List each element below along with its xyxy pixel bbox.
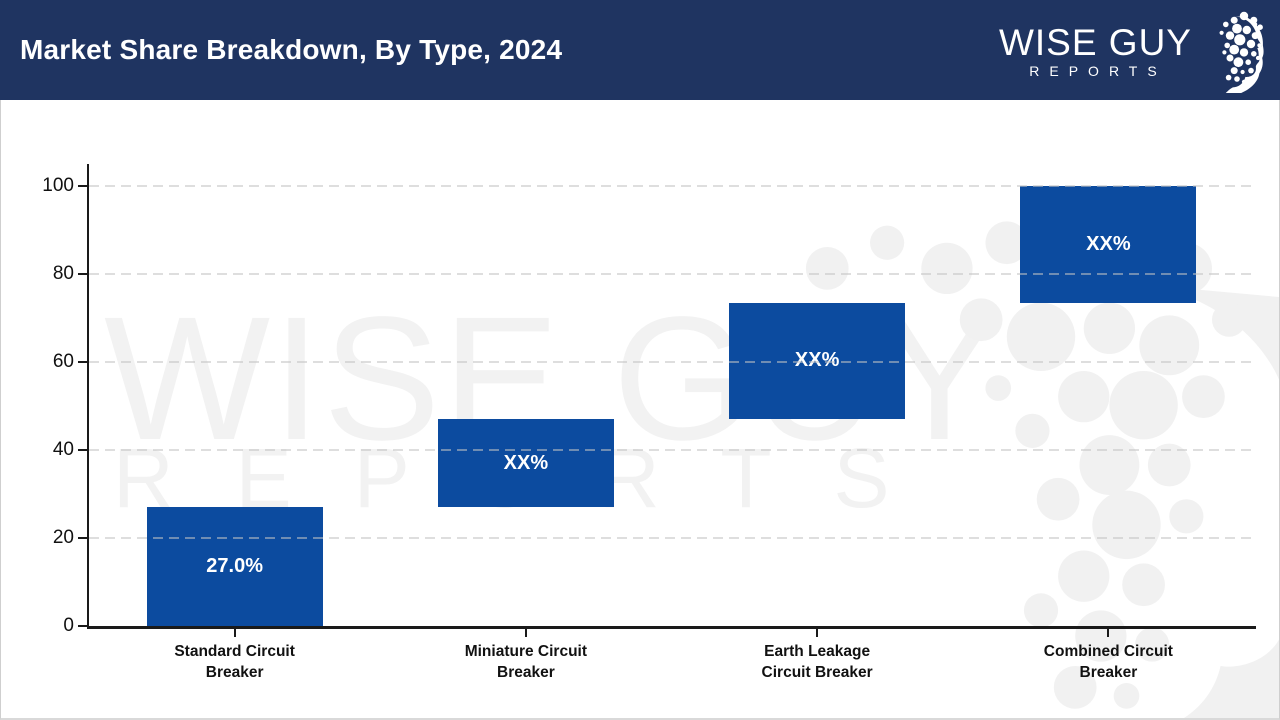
- x-category-label: Combined Circuit Breaker: [978, 642, 1238, 684]
- x-category-label-line: Circuit Breaker: [761, 663, 873, 681]
- gridline: [89, 273, 1254, 275]
- bar-segment: XX%: [1020, 186, 1197, 303]
- logo-text: WISE GUY REPORTS: [999, 24, 1192, 78]
- y-tick-mark: [78, 449, 87, 451]
- y-tick-mark: [78, 273, 87, 275]
- x-axis-line: [87, 626, 1256, 629]
- y-tick-mark: [78, 625, 87, 627]
- bar-segment: XX%: [437, 419, 614, 508]
- header: Market Share Breakdown, By Type, 2024 WI…: [0, 0, 1280, 100]
- y-tick-mark: [78, 185, 87, 187]
- y-tick-label: 40: [52, 439, 74, 460]
- gridline: [89, 361, 1254, 363]
- x-category-label: Earth Leakage Circuit Breaker: [687, 642, 947, 684]
- x-tick-mark: [816, 629, 819, 637]
- bar-segment: XX%: [729, 302, 906, 420]
- y-tick-label: 0: [63, 615, 74, 636]
- x-tick-mark: [1107, 629, 1110, 637]
- wiseguy-logo: WISE GUY REPORTS: [999, 6, 1266, 96]
- y-tick-label: 20: [52, 527, 74, 548]
- wiseguy-head-icon: [1219, 11, 1264, 93]
- gridline: [89, 449, 1254, 451]
- logo-subtitle: REPORTS: [1029, 63, 1167, 79]
- x-category-label-line: Breaker: [497, 663, 555, 681]
- bar-value-label: XX%: [1086, 232, 1131, 255]
- y-tick-label: 60: [52, 351, 74, 372]
- gridline: [89, 537, 1254, 539]
- y-tick-mark: [78, 537, 87, 539]
- y-tick-label: 100: [42, 175, 74, 196]
- gridline: [89, 185, 1254, 187]
- y-tick-label: 80: [52, 263, 74, 284]
- x-category-label-line: Combined Circuit: [1043, 643, 1173, 660]
- bar-value-label: XX%: [794, 349, 840, 372]
- y-tick-mark: [78, 361, 87, 363]
- bar-segment: 27.0%: [146, 507, 323, 626]
- chart-card: WISE GUY REPORTS 02040608010027.0%Standa…: [0, 100, 1280, 720]
- x-category-label: Miniature Circuit Breaker: [396, 642, 656, 684]
- bar-value-label: XX%: [503, 451, 549, 474]
- x-tick-mark: [524, 629, 527, 637]
- page-title: Market Share Breakdown, By Type, 2024: [20, 34, 563, 65]
- x-category-label-line: Earth Leakage: [764, 643, 871, 660]
- bar-value-label: 27.0%: [206, 555, 263, 578]
- x-tick-mark: [233, 629, 236, 637]
- x-category-label-line: Standard Circuit: [174, 643, 295, 660]
- x-category-label: Standard Circuit Breaker: [105, 642, 365, 684]
- x-category-label-line: Miniature Circuit: [464, 643, 588, 660]
- logo-brand: WISE GUY: [998, 22, 1192, 63]
- y-axis-line: [87, 164, 89, 629]
- x-category-label-line: Breaker: [1079, 663, 1138, 681]
- x-category-label-line: Breaker: [205, 663, 264, 681]
- waterfall-chart: 0 20 40 60 80 100 27.0% Standard Circuit Breaker…: [1, 100, 1279, 718]
